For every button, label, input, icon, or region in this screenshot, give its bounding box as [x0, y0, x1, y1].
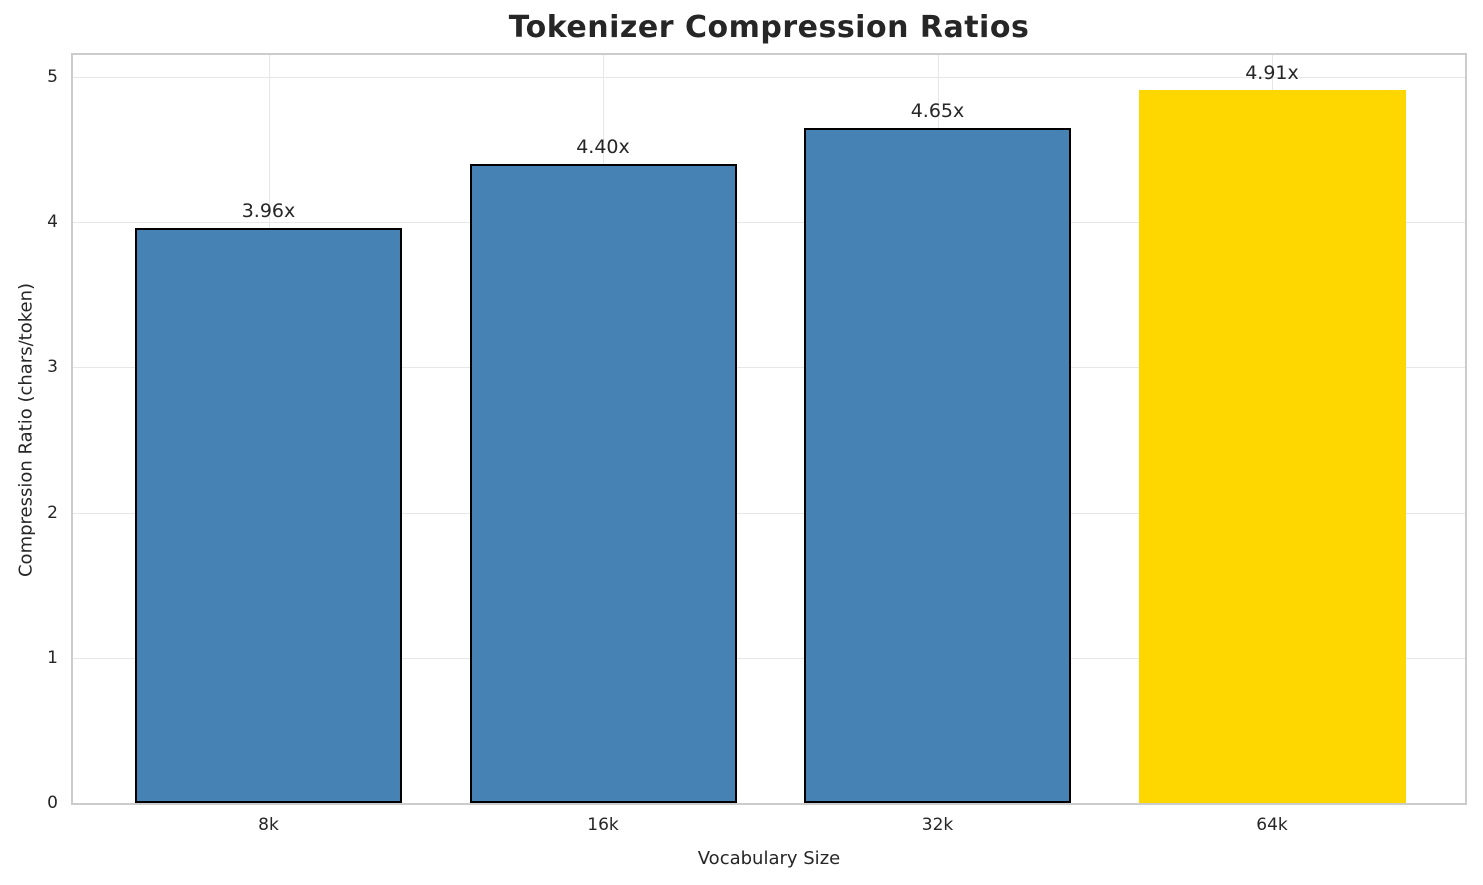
bar-value-label-32k: 4.65x [910, 99, 965, 122]
x-tick-label-32k: 32k [921, 815, 954, 835]
y-axis-label: Compression Ratio (chars/token) [15, 282, 37, 578]
chart-title: Tokenizer Compression Ratios [508, 10, 1030, 45]
h-gridline-4 [73, 222, 1465, 224]
h-gridline-5 [73, 76, 1465, 78]
y-tick-label-5: 5 [47, 66, 58, 87]
h-gridline-1 [73, 657, 1465, 659]
bar-16k [469, 163, 737, 803]
x-axis-label: Vocabulary Size [697, 848, 841, 869]
bar-value-label-8k: 3.96x [241, 199, 296, 222]
y-tick-label-0: 0 [47, 793, 58, 813]
x-tick-label-16k: 16k [587, 815, 619, 835]
bar-value-label-16k: 4.40x [576, 135, 630, 158]
y-tick-label-3: 3 [47, 357, 58, 378]
bar-32k [804, 127, 1071, 803]
x-tick-label-8k: 8k [258, 815, 279, 835]
x-tick-label-64k: 64k [1256, 815, 1288, 835]
bar-64k [1138, 89, 1406, 803]
y-tick-label-4: 4 [47, 212, 58, 233]
y-tick-label-2: 2 [47, 502, 58, 523]
plot-area: 3.96x 4.40x 4.65x 4.91x [71, 53, 1467, 805]
h-gridline-2 [73, 512, 1465, 514]
y-tick-label-1: 1 [47, 647, 58, 668]
bar-8k [135, 227, 402, 803]
h-gridline-3 [73, 367, 1465, 369]
bar-value-label-64k: 4.91x [1245, 61, 1299, 84]
